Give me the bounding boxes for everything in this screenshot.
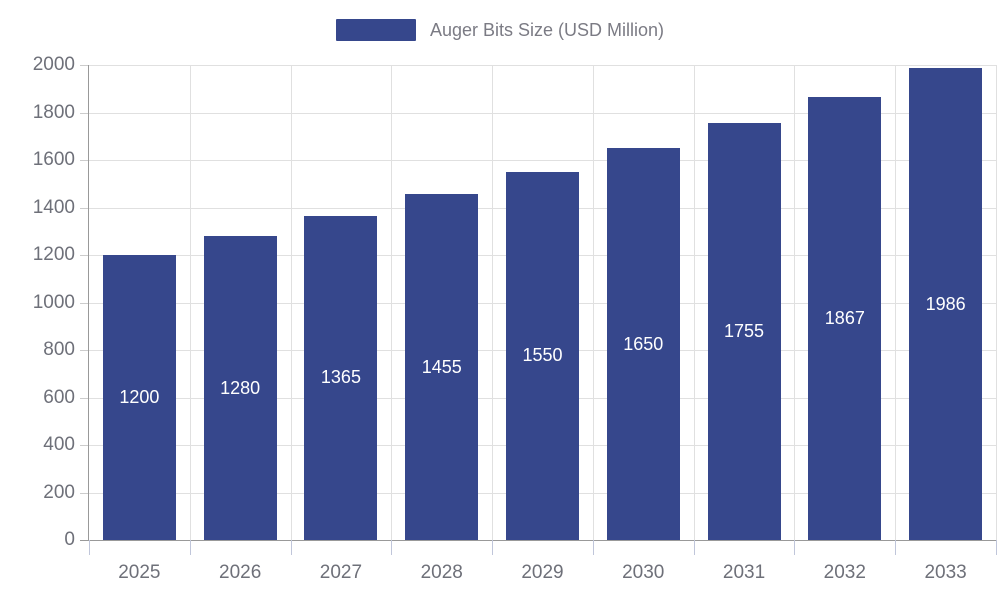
bar: 1200 (102, 255, 176, 540)
y-axis-tick (80, 65, 88, 66)
bar-value-label: 1455 (421, 356, 462, 377)
x-axis-tick (592, 540, 594, 555)
bar-value-label: 1650 (623, 333, 664, 354)
x-axis-category-label: 2030 (622, 562, 665, 583)
x-axis-category-label: 2032 (823, 562, 866, 583)
bar-value-label: 1755 (724, 321, 765, 342)
bar: 1550 (506, 171, 579, 540)
chart-legend[interactable]: Auger Bits Size (USD Million) (0, 19, 1000, 41)
x-axis-tick (492, 540, 494, 555)
y-axis-tick-label: 1400 (32, 196, 75, 218)
bar-value-label: 1550 (522, 345, 563, 366)
x-axis-category-label: 2028 (420, 562, 463, 583)
vertical-gridline (391, 65, 393, 540)
y-axis-tick (80, 207, 88, 209)
horizontal-gridline (89, 160, 996, 161)
y-axis-tick-label: 0 (64, 529, 75, 550)
bar-value-label: 1986 (925, 293, 966, 314)
bar-value-label: 1280 (220, 377, 261, 398)
x-axis-category-label: 2027 (319, 562, 363, 583)
x-axis-tick (189, 540, 191, 555)
x-axis-tick (391, 540, 393, 555)
bar-value-label: 1365 (320, 367, 361, 388)
y-axis-tick-label: 1000 (32, 291, 75, 313)
y-axis-tick (80, 397, 88, 399)
x-axis-tick (794, 540, 796, 555)
plot-area: 0 200 400 600 800 1000 1200 1400 1600 1800 2000 120… (33, 54, 997, 583)
y-axis-tick (80, 350, 88, 351)
y-axis-tick (80, 540, 88, 541)
vertical-gridline (996, 65, 997, 540)
vertical-gridline (895, 65, 897, 540)
vertical-gridline (290, 65, 292, 540)
bar: 1650 (606, 148, 680, 540)
bar: 1755 (707, 123, 781, 540)
horizontal-gridline (89, 112, 996, 114)
y-axis-tick (80, 255, 88, 256)
x-axis-category-label: 2026 (219, 562, 262, 583)
x-axis-category-label: 2031 (722, 562, 766, 583)
y-axis-tick (80, 492, 88, 494)
x-axis-tick (895, 540, 897, 555)
bar-value-label: 1200 (119, 387, 160, 407)
y-axis-tick-label: 200 (43, 481, 75, 503)
x-axis-category-label: 2025 (118, 562, 161, 583)
y-axis-tick (80, 112, 88, 114)
y-axis-tick-label: 400 (43, 434, 75, 455)
x-axis-tick (693, 540, 695, 555)
y-axis-tick (80, 302, 88, 304)
y-axis-tick-label: 2000 (32, 54, 75, 75)
y-axis-tick-label: 600 (43, 386, 75, 408)
legend-series-label: Auger Bits Size (USD Million) (429, 19, 665, 40)
vertical-gridline (693, 65, 695, 540)
y-axis-tick-label: 1200 (32, 244, 75, 265)
bar: 1365 (304, 215, 378, 540)
y-axis-tick-label: 800 (43, 339, 75, 360)
x-axis-category-label: 2029 (521, 562, 564, 583)
vertical-gridline (592, 65, 594, 540)
y-axis-tick (80, 445, 88, 446)
vertical-gridline (189, 65, 191, 540)
bar-value-label: 1867 (824, 307, 865, 328)
vertical-gridline (492, 65, 494, 540)
vertical-gridline (794, 65, 796, 540)
legend-swatch-icon (335, 19, 416, 41)
bar: 1455 (405, 194, 479, 540)
x-axis-tick (996, 540, 997, 555)
y-axis-tick-label: 1600 (32, 149, 75, 170)
x-axis-tick (89, 540, 90, 555)
x-axis-category-label: 2033 (924, 562, 967, 583)
bar: 1867 (808, 96, 882, 540)
horizontal-gridline (89, 65, 996, 66)
bar: 1986 (909, 68, 983, 540)
bar: 1280 (203, 236, 277, 540)
y-axis-tick-label: 1800 (32, 101, 75, 123)
x-axis-tick (290, 540, 292, 555)
y-axis-tick (80, 160, 88, 161)
